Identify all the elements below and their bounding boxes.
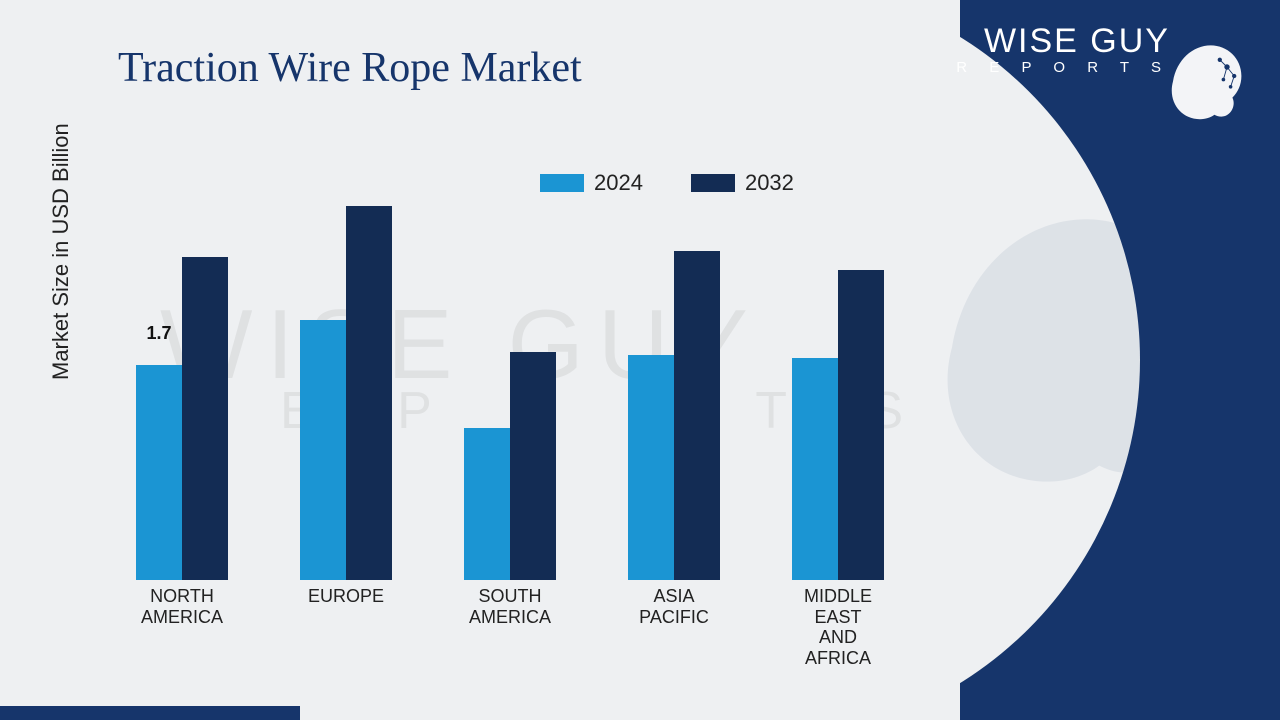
chart-stage: WISE GUY R E P O R T S Traction Wire Rop… <box>0 0 1280 720</box>
legend: 2024 2032 <box>540 170 794 196</box>
brand-head-icon <box>1164 40 1254 130</box>
category-label: ASIA PACIFIC <box>639 580 709 627</box>
legend-swatch-2024 <box>540 174 584 192</box>
bottom-strip <box>0 706 300 720</box>
y-axis-label: Market Size in USD Billion <box>48 123 74 380</box>
bar-2024 <box>464 428 510 580</box>
bar-2024 <box>792 358 838 580</box>
brand-line1: WISE GUY <box>956 22 1170 61</box>
category-label: MIDDLE EAST AND AFRICA <box>804 580 872 669</box>
chart-title: Traction Wire Rope Market <box>118 44 582 92</box>
bar-2024 <box>628 355 674 580</box>
category-label: NORTH AMERICA <box>141 580 223 627</box>
legend-label-2032: 2032 <box>745 170 794 196</box>
category-label: EUROPE <box>308 580 384 607</box>
bar-2032 <box>838 270 884 580</box>
brand-line2: R E P O R T S <box>956 59 1170 76</box>
legend-label-2024: 2024 <box>594 170 643 196</box>
bar-2032 <box>346 206 392 580</box>
bar-2032 <box>510 352 556 580</box>
legend-item-2024: 2024 <box>540 170 643 196</box>
brand-logo: WISE GUY R E P O R T S <box>1040 22 1254 76</box>
category-label: SOUTH AMERICA <box>469 580 551 627</box>
bar-2024 <box>136 365 182 580</box>
bar-value-label: 1.7 <box>146 323 171 344</box>
bar-2024 <box>300 320 346 580</box>
legend-item-2032: 2032 <box>691 170 794 196</box>
bar-2032 <box>674 251 720 580</box>
legend-swatch-2032 <box>691 174 735 192</box>
bar-2032 <box>182 257 228 580</box>
plot-area: 1.7NORTH AMERICAEUROPESOUTH AMERICAASIA … <box>110 200 930 580</box>
